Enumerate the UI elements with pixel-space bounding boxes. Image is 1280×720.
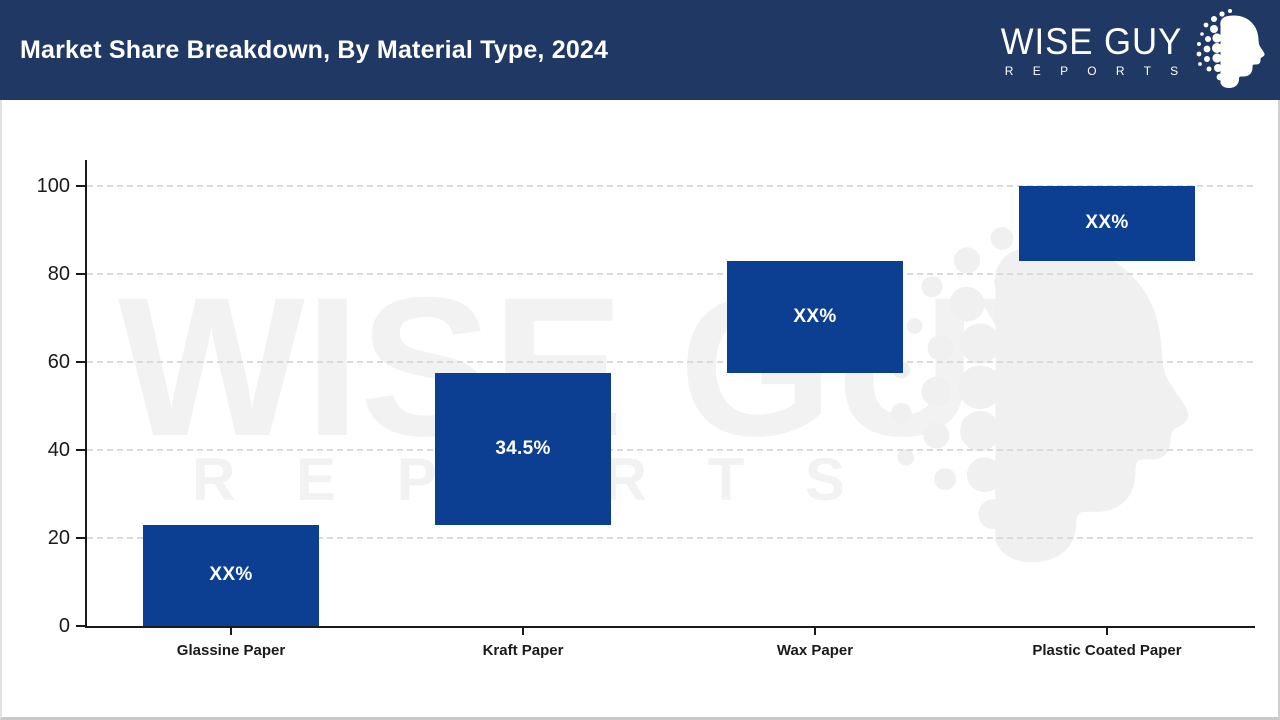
wise-guy-reports-logo: WISE GUY R E P O R T S	[995, 8, 1270, 92]
y-axis-tick-label: 100	[36, 175, 70, 197]
y-axis-tick	[76, 185, 85, 187]
logo-text: WISE GUY R E P O R T S	[995, 23, 1188, 78]
watermark-head-icon	[890, 216, 1189, 563]
x-axis-line	[85, 626, 1255, 628]
logo-wordmark: WISE GUY	[1000, 20, 1183, 62]
bar-glassine-paper: XX%	[143, 524, 319, 626]
bar-plastic-coated-paper: XX%	[1019, 186, 1195, 261]
bar-value-label: XX%	[793, 305, 837, 327]
bar-value-label: 34.5%	[495, 437, 551, 459]
gridline	[87, 449, 1253, 451]
bar-value-label: XX%	[1085, 212, 1129, 234]
x-category-label: Wax Paper	[776, 642, 854, 659]
gridline	[87, 185, 1253, 187]
gridline	[87, 537, 1253, 539]
x-category-label: Kraft Paper	[482, 642, 564, 659]
x-category-label: Plastic Coated Paper	[1032, 642, 1182, 659]
y-axis-tick	[76, 625, 85, 627]
bar-wax-paper: XX%	[727, 260, 903, 373]
y-axis-line	[85, 160, 87, 628]
header-bar: Market Share Breakdown, By Material Type…	[0, 0, 1280, 100]
y-axis-tick	[76, 361, 85, 363]
gridline	[87, 361, 1253, 363]
x-category-label: Glassine Paper	[176, 642, 286, 659]
gridline	[87, 273, 1253, 275]
page-title: Market Share Breakdown, By Material Type…	[20, 35, 609, 64]
x-axis-tick	[814, 628, 816, 635]
logo-subtitle: R E P O R T S	[1004, 63, 1187, 78]
logo-head-icon	[1196, 9, 1265, 89]
y-axis-tick-label: 0	[58, 615, 70, 637]
bar-value-label: XX%	[209, 564, 253, 586]
y-axis-tick	[76, 273, 85, 275]
x-axis-tick	[522, 628, 524, 635]
y-axis-tick-label: 40	[47, 439, 70, 461]
bar-kraft-paper: 34.5%	[435, 373, 611, 525]
x-axis-tick	[1106, 628, 1108, 635]
y-axis-tick-label: 60	[47, 351, 70, 373]
x-axis-tick	[230, 628, 232, 635]
y-axis-tick	[76, 449, 85, 451]
y-axis-tick-label: 80	[47, 263, 70, 285]
y-axis-tick-label: 20	[47, 527, 70, 549]
y-axis-tick	[76, 537, 85, 539]
